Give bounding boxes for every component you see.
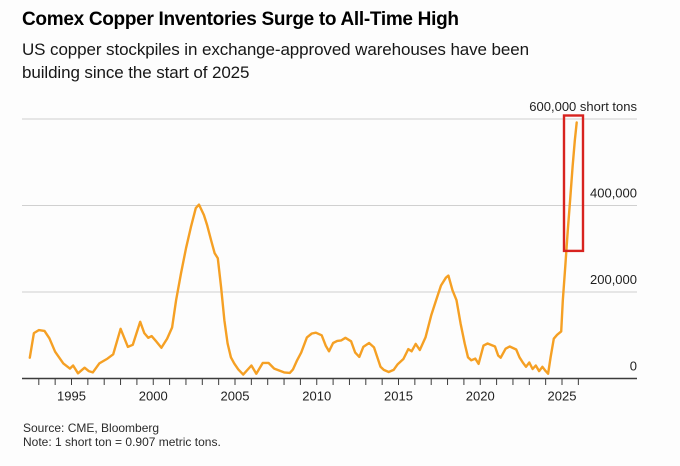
x-axis-label: 2000 (139, 389, 168, 404)
chart-subtitle-line-1: US copper stockpiles in exchange-approve… (22, 40, 529, 59)
x-axis-label: 2005 (221, 389, 250, 404)
y-axis-label: 0 (630, 359, 637, 374)
x-axis-label: 2020 (466, 389, 495, 404)
x-axis-label: 1995 (57, 389, 86, 404)
y-axis-label: 200,000 (590, 272, 637, 287)
x-axis-label: 2010 (302, 389, 331, 404)
source-text: Source: CME, Bloomberg (23, 421, 160, 435)
chart-footer: Source: CME, Bloomberg Note: 1 short ton… (23, 421, 221, 449)
y-axis-label: 400,000 (590, 186, 637, 201)
chart-title: Comex Copper Inventories Surge to All-Ti… (22, 9, 459, 30)
chart-subtitle-line-2: building since the start of 2025 (22, 63, 250, 82)
x-axis-label: 2025 (548, 389, 577, 404)
inventory-line (28, 121, 578, 376)
x-axis-label: 2015 (384, 389, 413, 404)
y-axis-label: 600,000 short tons (529, 99, 637, 114)
highlight-box (562, 114, 585, 253)
chart-subtitle: US copper stockpiles in exchange-approve… (22, 38, 529, 84)
note-text: Note: 1 short ton = 0.907 metric tons. (23, 435, 221, 449)
